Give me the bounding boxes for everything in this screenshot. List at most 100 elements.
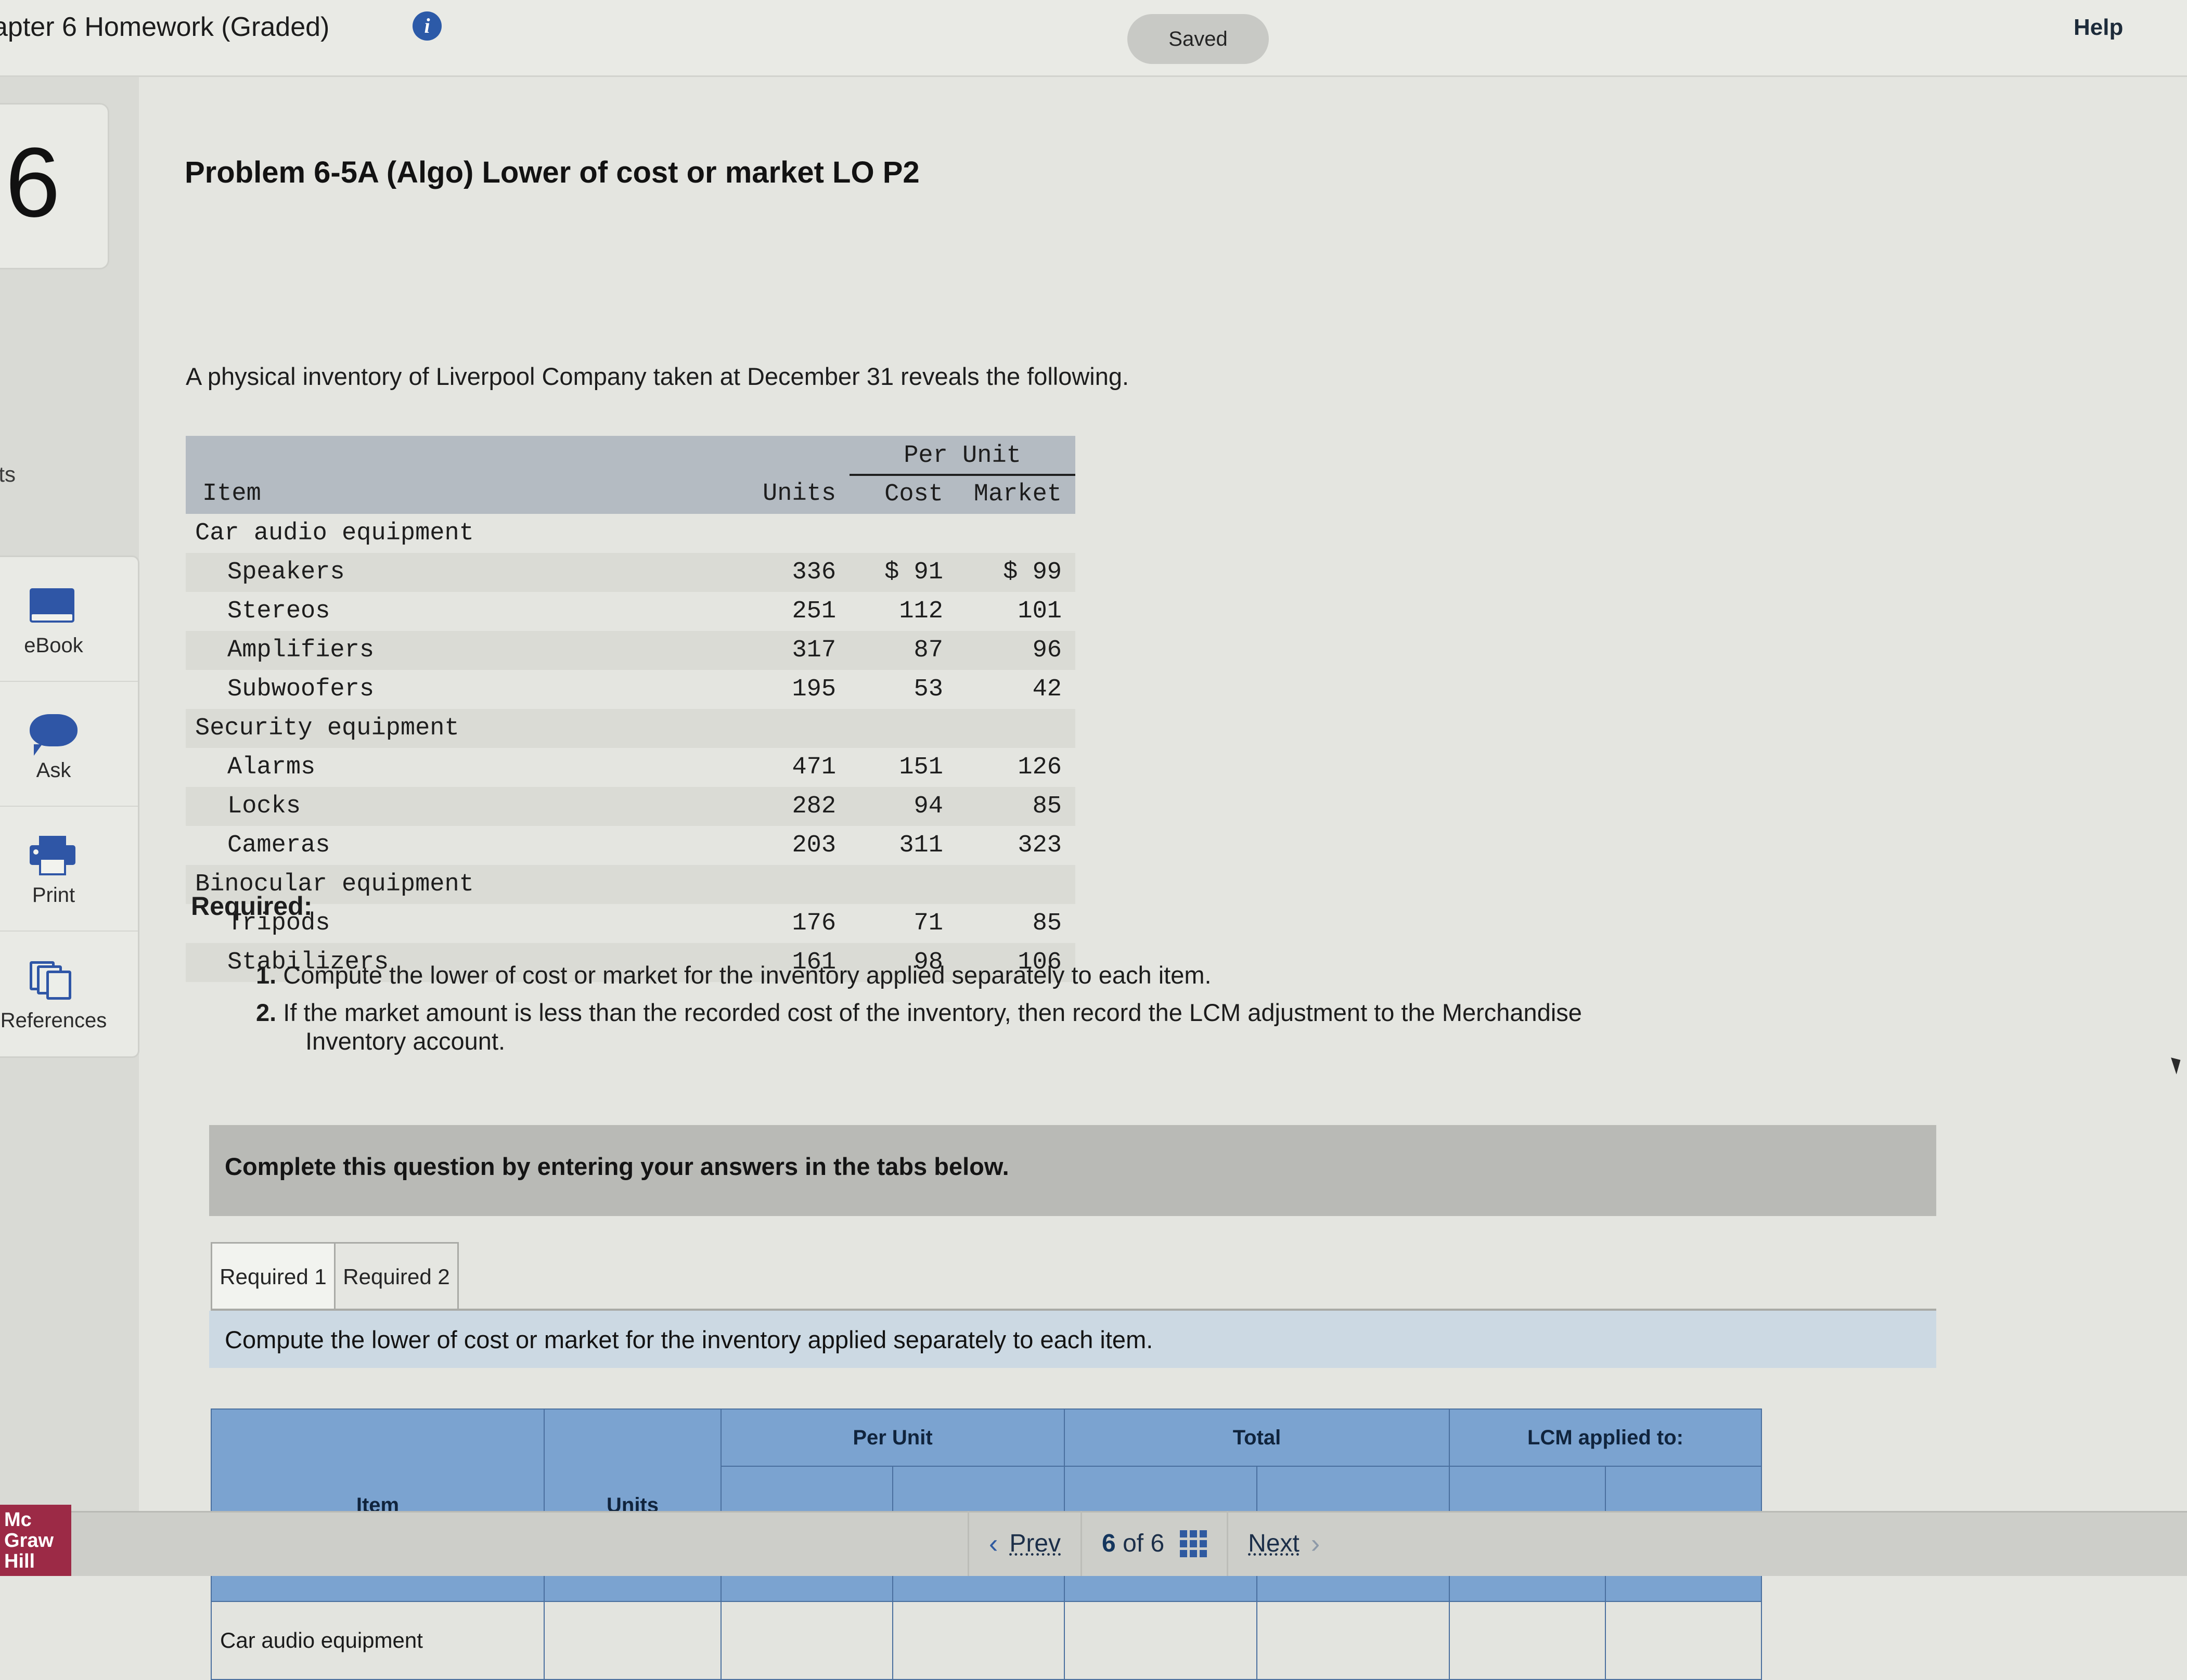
cell-per-unit-market[interactable]: [892, 1601, 1065, 1680]
cell-units: 282: [717, 787, 850, 826]
item-label: Alarms: [227, 754, 316, 781]
help-link[interactable]: Help: [2074, 15, 2124, 40]
page-current: 6: [1102, 1530, 1116, 1557]
category-label: Car audio equipment: [195, 520, 474, 547]
saved-status-badge: Saved: [1127, 14, 1269, 64]
cell-total-market[interactable]: [1256, 1601, 1450, 1680]
table-row: Amplifiers 317 87 96: [186, 631, 1075, 670]
cell-lcm-blank[interactable]: [1449, 1601, 1606, 1680]
cell-market: 85: [956, 787, 1075, 826]
required-item-1-number: 1.: [256, 961, 277, 989]
info-icon[interactable]: i: [413, 11, 442, 41]
cell-cost: 151: [899, 754, 943, 781]
nav-divider: [968, 1511, 969, 1576]
question-number-card: 6: [0, 103, 109, 269]
next-label: Next: [1248, 1530, 1300, 1557]
inventory-data-table: Per Unit Item Units Cost Market Car audi…: [186, 436, 1075, 982]
prev-label: Prev: [1009, 1530, 1061, 1557]
sidebar-hints-label[interactable]: nts: [0, 462, 16, 486]
sidebar-item-label: Print: [32, 883, 75, 907]
cell-units: [717, 709, 850, 748]
main-content: Problem 6-5A (Algo) Lower of cost or mar…: [139, 77, 2187, 1680]
item-label: Cameras: [227, 832, 330, 859]
item-label: Stabilizers: [186, 943, 717, 982]
required-item-1-text: Compute the lower of cost or market for …: [283, 961, 1212, 989]
book-icon: [30, 581, 78, 629]
column-header-item: Item: [202, 480, 261, 508]
cell-item[interactable]: Car audio equipment: [211, 1601, 545, 1680]
category-label: Security equipment: [186, 709, 717, 748]
column-group-per-unit: Per Unit: [721, 1408, 1065, 1467]
table-row: Tripods 176 71 85: [186, 904, 1075, 943]
cell-market: 126: [1018, 754, 1062, 781]
table-row: Speakers 336 $ 91 $ 99: [186, 553, 1075, 592]
column-header-market: Market: [973, 481, 1062, 508]
sidebar-item-references[interactable]: References: [0, 932, 138, 1056]
answer-group-header-row: Item Units Per Unit Total LCM applied to…: [211, 1408, 1762, 1602]
table-row: Alarms 471 151 126: [186, 748, 1075, 787]
cell-lcm-individual-items[interactable]: [1605, 1601, 1762, 1680]
inventory-header-row: Item Units Cost Market: [186, 475, 1075, 514]
required-item-2-continuation: Inventory account.: [305, 1027, 506, 1055]
item-label: Stereos: [227, 598, 330, 625]
item-label: Locks: [186, 787, 717, 826]
table-row[interactable]: Car audio equipment: [211, 1601, 1762, 1680]
grid-icon[interactable]: [1180, 1530, 1207, 1557]
logo-line-1: Mc: [4, 1509, 32, 1531]
page-indicator: 6 of 6: [1082, 1511, 1227, 1576]
required-item-2-number: 2.: [256, 999, 277, 1026]
item-label: Amplifiers: [186, 631, 717, 670]
sidebar-item-ebook[interactable]: eBook: [0, 557, 138, 682]
instruction-banner-text: Complete this question by entering your …: [225, 1153, 1009, 1180]
printer-icon: [30, 831, 78, 878]
speech-bubble-icon: [30, 706, 78, 756]
item-label: Speakers: [186, 553, 717, 592]
cell-units: 317: [717, 631, 850, 670]
page-of-label: of: [1123, 1530, 1144, 1557]
answer-table-body[interactable]: Car audio equipment: [211, 1601, 1762, 1680]
spacer-cell: [186, 436, 717, 475]
sidebar-item-print[interactable]: Print: [0, 807, 138, 932]
table-row: Stabilizers 161 98 106: [186, 943, 1075, 982]
required-item-2-text: If the market amount is less than the re…: [283, 999, 1582, 1026]
sidebar-item-label: References: [0, 1009, 107, 1032]
sidebar-item-ask[interactable]: Ask: [0, 682, 138, 807]
table-row: Subwoofers 195 53 42: [186, 670, 1075, 709]
cell-market: 101: [1018, 598, 1062, 625]
instruction-banner: Complete this question by entering your …: [209, 1125, 1936, 1216]
page-current-total: 6 of 6: [1102, 1529, 1164, 1558]
tab-required-1[interactable]: Required 1: [211, 1242, 336, 1310]
cell-units: 471: [792, 754, 837, 781]
tabs-underline: [211, 1309, 1936, 1311]
table-row: Stereos 251 112 101: [186, 592, 1075, 631]
cell-units: [717, 865, 850, 904]
inventory-table-body: Car audio equipment Speakers 336 $ 91 $ 99 St…: [186, 514, 1075, 982]
cell-market: 106: [956, 943, 1075, 982]
table-row: Car audio equipment: [186, 514, 1075, 553]
tab-required-2[interactable]: Required 2: [334, 1242, 459, 1310]
left-sidebar: 6 nts eBook Ask Print References: [0, 77, 139, 1576]
column-group-lcm-applied-to: LCM applied to:: [1449, 1408, 1762, 1467]
column-group-total: Total: [1064, 1408, 1450, 1467]
cell-total-cost[interactable]: [1064, 1601, 1257, 1680]
prev-button[interactable]: ‹ Prev: [969, 1511, 1080, 1576]
sub-instruction-banner: Compute the lower of cost or market for …: [209, 1311, 1936, 1368]
cell-market: [957, 514, 1075, 553]
cell-cost: 112: [899, 598, 943, 625]
cell-cost: [850, 865, 957, 904]
cell-cost: 71: [914, 910, 943, 937]
cell-units: 203: [792, 832, 837, 859]
nav-divider: [1227, 1511, 1229, 1576]
nav-divider: [1080, 1511, 1083, 1576]
chevron-right-icon: ›: [1310, 1528, 1320, 1559]
column-header-cost: Cost: [884, 481, 943, 508]
page-total: 6: [1150, 1530, 1165, 1557]
chevron-left-icon: ‹: [989, 1528, 998, 1559]
cell-units[interactable]: [544, 1601, 722, 1680]
cell-cost: 53: [914, 676, 943, 703]
inventory-table-head: Per Unit Item Units Cost Market: [186, 436, 1075, 514]
next-button[interactable]: Next ›: [1228, 1511, 1340, 1576]
cell-per-unit-cost[interactable]: [721, 1601, 893, 1680]
cell-units: 336: [717, 553, 850, 592]
sidebar-item-label: Ask: [36, 758, 71, 782]
